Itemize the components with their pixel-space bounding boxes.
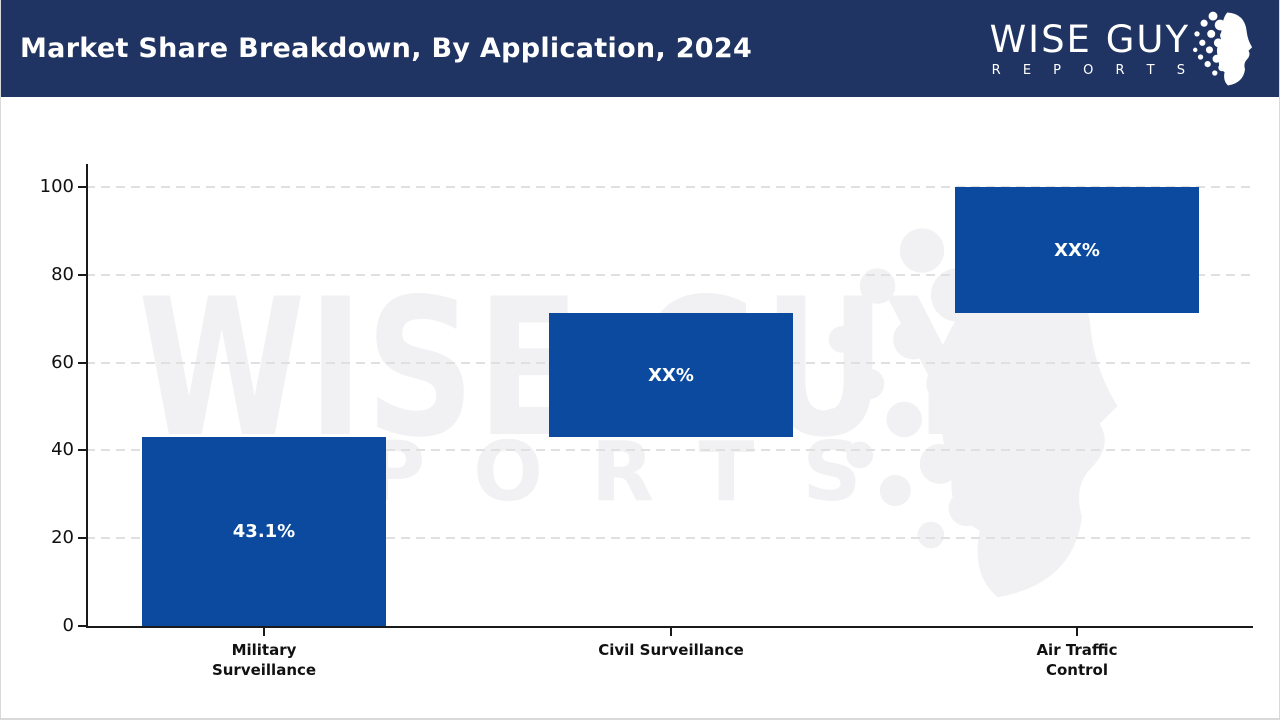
wiseguy-logo-name: WISE GUY <box>989 17 1191 61</box>
y-axis-tick <box>78 273 86 276</box>
y-axis-tick-label: 80 <box>51 263 74 285</box>
y-axis-line <box>86 164 88 628</box>
wiseguy-logo-text: WISE GUY R E P O R T S <box>986 21 1194 77</box>
y-axis-tick-label: 0 <box>62 615 74 636</box>
y-axis-tick <box>78 449 86 452</box>
wiseguy-face-icon <box>1193 11 1253 85</box>
x-axis-line <box>86 626 1253 628</box>
category-label-line: Control <box>1045 661 1108 679</box>
bar: XX% <box>549 313 793 437</box>
header-bar: Market Share Breakdown, By Application, … <box>0 0 1280 97</box>
x-axis-tick <box>1076 628 1078 636</box>
y-axis-tick-label: 20 <box>51 527 74 549</box>
category-label-line: Surveillance <box>211 661 317 679</box>
bar-value-label: XX% <box>648 364 694 386</box>
bar-value-label: 43.1% <box>232 520 296 542</box>
y-axis-tick <box>78 537 86 540</box>
grid-line <box>86 186 1253 188</box>
y-axis-tick <box>78 186 86 188</box>
category-label-line: Civil Surveillance <box>598 641 744 659</box>
y-axis-tick <box>78 361 86 364</box>
x-axis-tick <box>263 628 265 636</box>
category-label-line: Military <box>231 641 297 659</box>
category-label: Civil Surveillance <box>561 640 781 660</box>
bar-value-label: XX% <box>1054 239 1100 261</box>
y-axis-tick-label: 40 <box>51 439 74 461</box>
y-axis-tick-label: 60 <box>51 351 74 373</box>
grid-line <box>86 273 1253 276</box>
wiseguy-logo-subtitle: R E P O R T S <box>991 62 1194 78</box>
y-axis-tick <box>78 625 86 627</box>
grid-line <box>86 449 1253 452</box>
category-label: Air Traffic Control <box>967 640 1187 680</box>
grid-line <box>86 537 1253 540</box>
bar: XX% <box>955 187 1199 314</box>
page-title: Market Share Breakdown, By Application, … <box>20 33 753 64</box>
category-label: Military Surveillance <box>154 640 374 680</box>
bar: 43.1% <box>142 436 386 626</box>
y-axis-tick-label: 100 <box>39 176 74 197</box>
category-label-line: Air Traffic <box>1036 641 1118 659</box>
wiseguy-logo: WISE GUY R E P O R T S <box>986 9 1280 89</box>
x-axis-tick <box>670 628 672 636</box>
